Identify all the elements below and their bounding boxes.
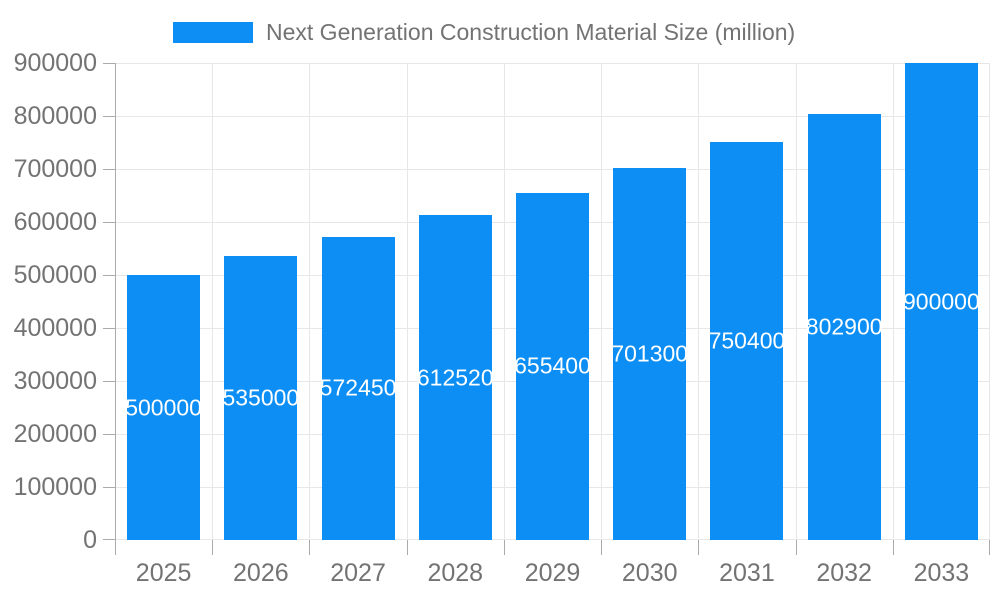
y-axis-tick bbox=[103, 328, 115, 329]
x-axis-tick-label: 2030 bbox=[621, 559, 678, 587]
y-axis-tick-label: 0 bbox=[83, 526, 97, 554]
y-axis-tick-label: 700000 bbox=[13, 155, 97, 183]
x-axis-tick-label: 2033 bbox=[913, 559, 970, 587]
y-axis-tick-label: 200000 bbox=[13, 420, 97, 448]
y-axis-line bbox=[115, 63, 116, 540]
bar-value-label: 701300 bbox=[611, 340, 689, 367]
x-axis-tick-label: 2028 bbox=[427, 559, 484, 587]
y-axis-tick bbox=[103, 63, 115, 64]
x-axis-tick-label: 2032 bbox=[816, 559, 872, 587]
y-axis-tick bbox=[103, 381, 115, 382]
x-axis-tick bbox=[504, 540, 505, 555]
bar[interactable]: 500000 bbox=[125, 275, 202, 540]
legend-swatch bbox=[173, 21, 253, 43]
y-axis-tick-label: 800000 bbox=[13, 102, 97, 130]
bar[interactable]: 612520 bbox=[416, 215, 494, 540]
gridline-vertical bbox=[407, 63, 408, 540]
x-axis-tick-label: 2026 bbox=[233, 559, 289, 587]
plot-area: 500000 535000 572450 612520 655400 701300 7504… bbox=[103, 63, 990, 555]
gridline-horizontal bbox=[115, 63, 990, 64]
y-axis-tick bbox=[103, 434, 115, 435]
x-axis-tick bbox=[796, 540, 797, 555]
y-axis-tick bbox=[103, 116, 115, 117]
bar-value-label: 900000 bbox=[903, 288, 980, 314]
bar-value-label: 612520 bbox=[416, 364, 494, 391]
bar[interactable]: 655400 bbox=[514, 192, 591, 540]
x-axis-tick bbox=[893, 540, 894, 555]
bar-value-label: 750400 bbox=[708, 327, 786, 354]
y-axis-tick bbox=[103, 169, 115, 170]
bar-value-label: 655400 bbox=[514, 352, 591, 379]
x-axis-tick bbox=[698, 540, 699, 555]
y-axis-tick-label: 300000 bbox=[13, 367, 97, 395]
bar[interactable]: 802900 bbox=[805, 114, 883, 540]
bar[interactable]: 900000 bbox=[903, 63, 980, 540]
bar[interactable]: 701300 bbox=[611, 168, 689, 540]
gridline-vertical bbox=[212, 63, 213, 540]
gridline-vertical bbox=[698, 63, 699, 540]
y-axis-tick bbox=[103, 487, 115, 488]
bar-value-label: 572450 bbox=[319, 374, 397, 401]
x-axis-tick bbox=[601, 540, 602, 555]
gridline-vertical bbox=[504, 63, 505, 540]
x-axis-tick bbox=[989, 540, 990, 555]
y-axis-tick-label: 500000 bbox=[13, 261, 97, 289]
bar[interactable]: 572450 bbox=[319, 236, 397, 540]
y-axis-tick-label: 100000 bbox=[13, 473, 97, 501]
gridline-vertical bbox=[796, 63, 797, 540]
gridline-vertical bbox=[989, 63, 990, 540]
y-axis-tick bbox=[103, 539, 115, 540]
bar[interactable]: 535000 bbox=[222, 256, 300, 540]
bar-value-label: 535000 bbox=[222, 384, 300, 411]
y-axis-tick bbox=[103, 275, 115, 276]
legend-label: Next Generation Construction Material Si… bbox=[266, 18, 796, 45]
x-axis-tick bbox=[115, 540, 116, 555]
bar-value-label: 802900 bbox=[805, 313, 883, 340]
gridline-horizontal bbox=[115, 169, 990, 170]
x-axis-tick-label: 2029 bbox=[524, 559, 581, 587]
y-axis-tick-label: 600000 bbox=[13, 208, 97, 236]
bar-value-label: 500000 bbox=[125, 394, 202, 420]
legend[interactable]: Next Generation Construction Material Si… bbox=[173, 18, 795, 46]
y-axis-tick bbox=[103, 222, 115, 223]
y-axis-tick-label: 400000 bbox=[13, 314, 97, 342]
x-axis-tick bbox=[309, 540, 310, 555]
x-axis-tick bbox=[212, 540, 213, 555]
y-axis-tick-label: 900000 bbox=[13, 49, 97, 77]
x-axis-tick bbox=[407, 540, 408, 555]
gridline-vertical bbox=[601, 63, 602, 540]
gridline-vertical bbox=[309, 63, 310, 540]
x-axis-tick-label: 2025 bbox=[135, 559, 192, 587]
x-axis-tick-label: 2031 bbox=[719, 559, 775, 587]
gridline-horizontal bbox=[115, 116, 990, 117]
x-axis-tick-label: 2027 bbox=[330, 559, 386, 587]
bar[interactable]: 750400 bbox=[708, 142, 786, 540]
gridline-vertical bbox=[893, 63, 894, 540]
